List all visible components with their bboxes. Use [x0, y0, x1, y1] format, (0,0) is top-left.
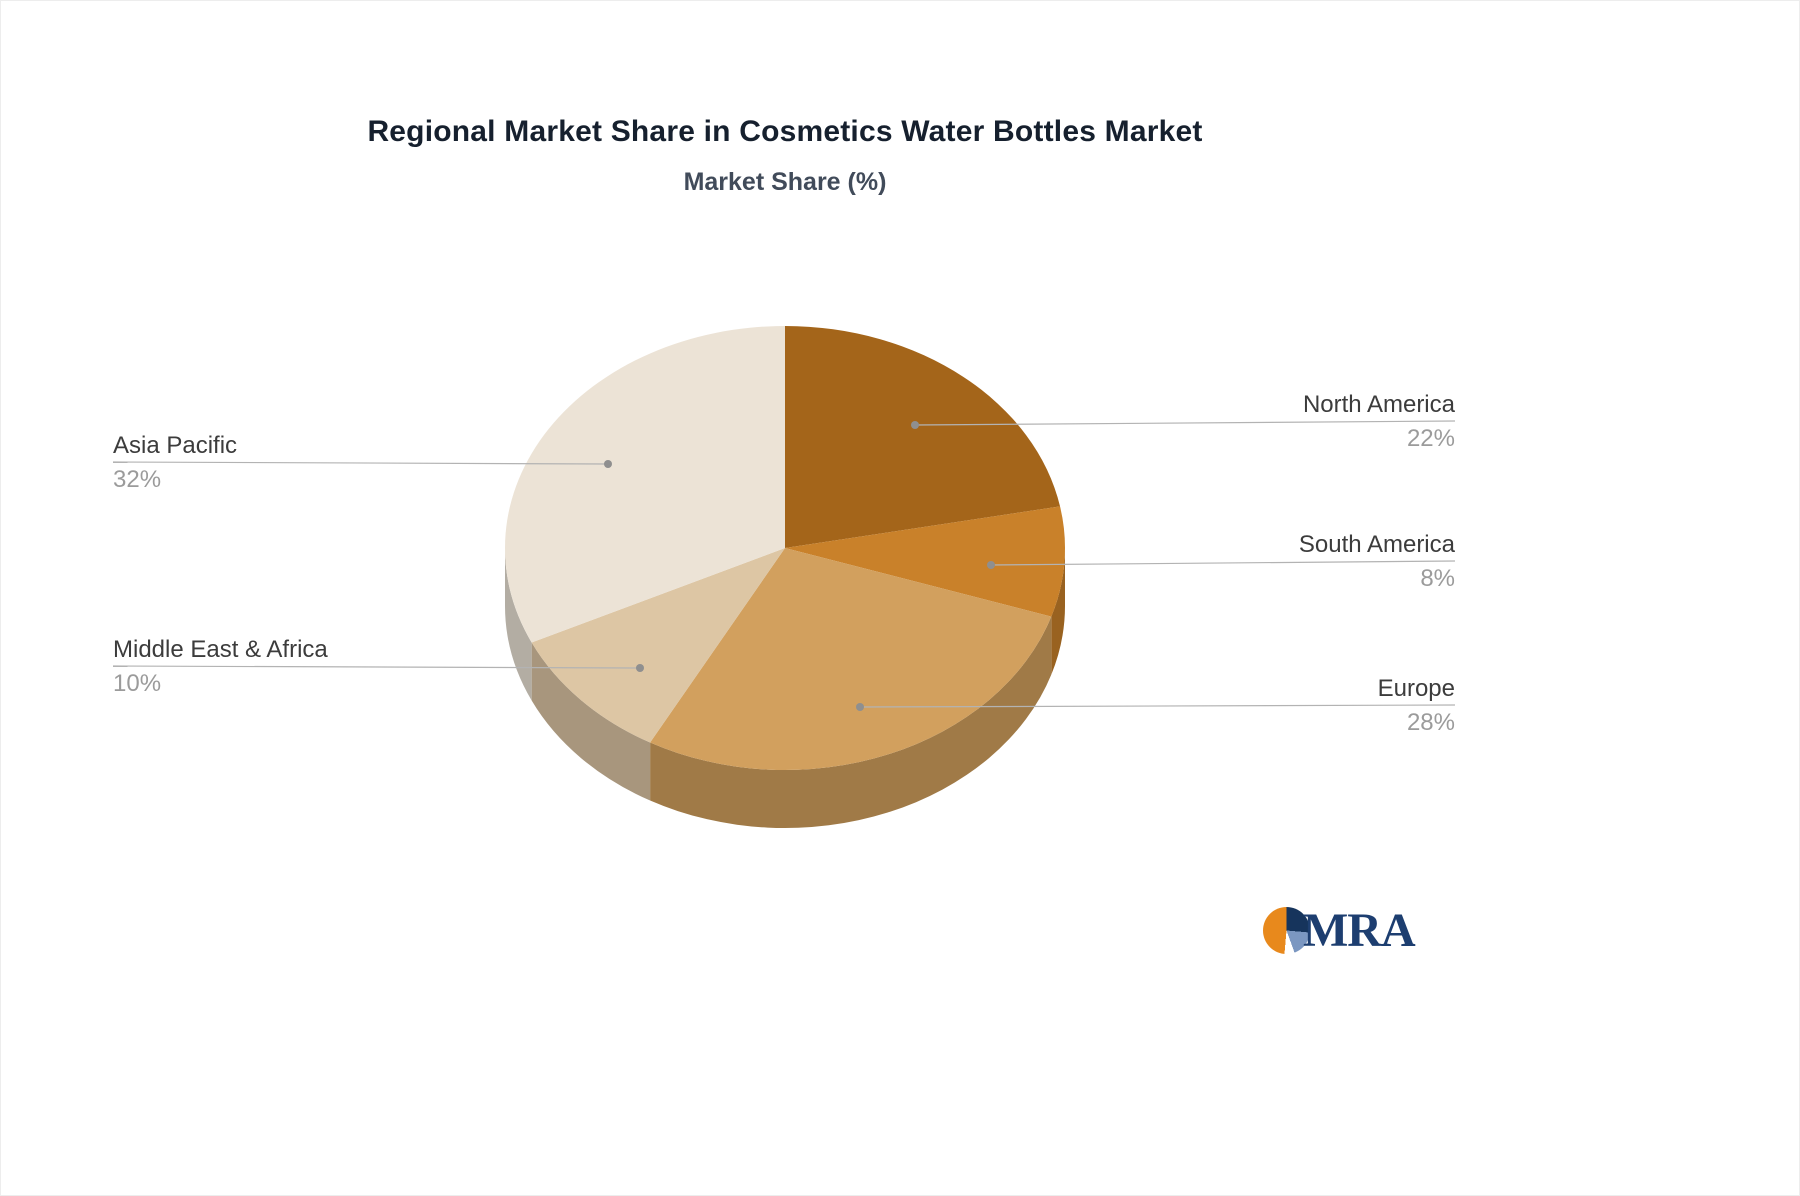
callout-line-north-america: [914, 420, 1456, 426]
slice-value: 10%: [113, 670, 162, 697]
pie-slice-asia-pacific: [505, 326, 785, 643]
slice-value: 22%: [1406, 425, 1455, 452]
callout-middle-east-africa: Middle East & Africa 10%: [113, 636, 493, 698]
callout-dot-europe: [856, 703, 864, 711]
pie-slice-south-america: [785, 506, 1066, 617]
callout-asia-pacific: Asia Pacific 32%: [113, 432, 493, 494]
callout-line-europe: [859, 704, 1456, 708]
chart-subtitle: Market Share (%): [683, 168, 887, 196]
callout-dot-asia-pacific: [604, 460, 612, 468]
slice-value: 32%: [113, 466, 162, 493]
pie-slice-europe: [650, 548, 1052, 771]
callout-dot-middle-east-africa: [636, 664, 644, 672]
callout-line-middle-east-africa: [112, 665, 641, 669]
pie-side-asia-pacific: [505, 548, 532, 701]
callout-dot-south-america: [987, 561, 995, 569]
pie-side-middle-east-africa: [531, 642, 651, 801]
slice-label: South America: [1298, 531, 1455, 558]
pie-slice-north-america: [785, 326, 1061, 548]
pie-slice-middle-east-africa: [531, 548, 785, 743]
slice-label: Europe: [1377, 675, 1455, 702]
callout-line-south-america: [990, 560, 1456, 566]
mra-logo-text: MRA: [1303, 904, 1416, 957]
slice-value: 8%: [1420, 565, 1455, 592]
callout-line-asia-pacific: [112, 461, 609, 465]
callout-europe: Europe 28%: [1075, 675, 1455, 737]
callout-south-america: South America 8%: [1075, 531, 1455, 593]
chart-title: Regional Market Share in Cosmetics Water…: [367, 115, 1203, 148]
mra-logo-icon: [1263, 907, 1310, 954]
slice-label: Asia Pacific: [113, 432, 238, 459]
slice-label: North America: [1302, 391, 1455, 418]
slice-value: 28%: [1406, 709, 1455, 736]
pie-side-europe: [650, 616, 1052, 829]
slice-label: Middle East & Africa: [113, 636, 328, 663]
callout-dot-north-america: [911, 421, 919, 429]
pie-side-south-america: [1051, 548, 1066, 675]
mra-logo: MRA: [1263, 903, 1416, 958]
callout-north-america: North America 22%: [1075, 391, 1455, 453]
